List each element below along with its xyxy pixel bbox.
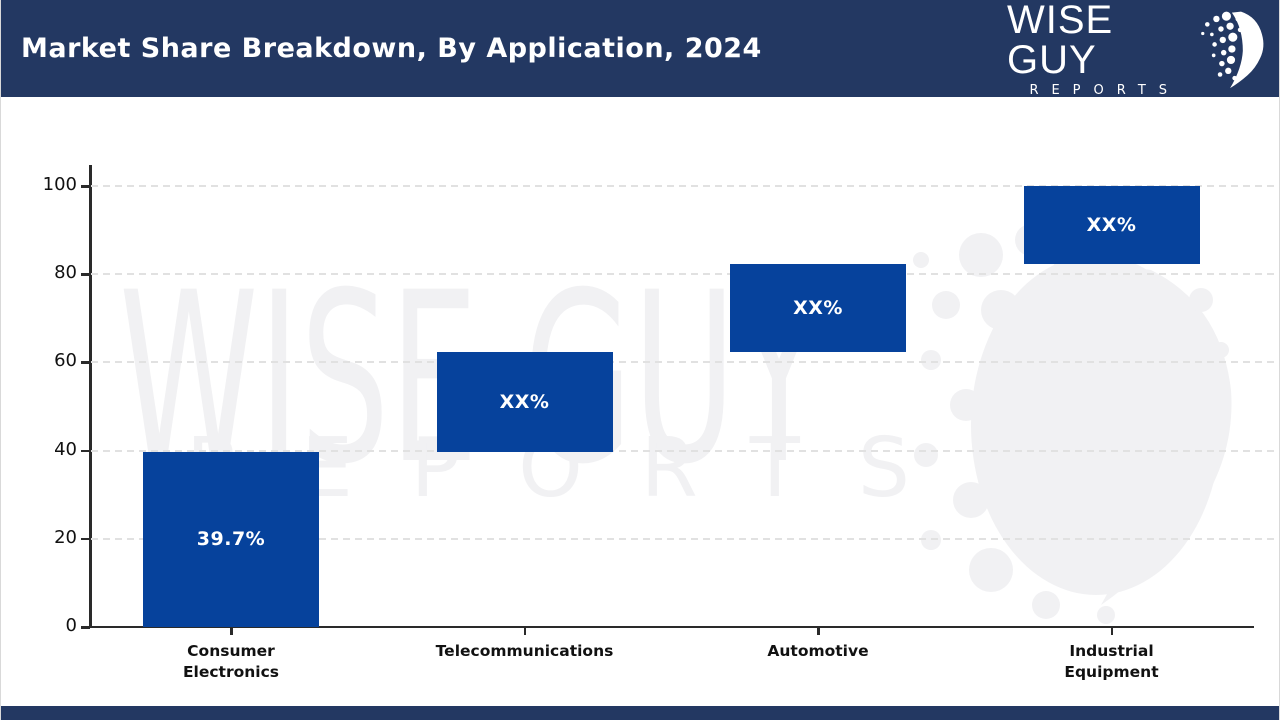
- y-tick-100: [81, 185, 90, 188]
- category-label-line: Equipment: [1064, 662, 1159, 681]
- gridline-100: [91, 185, 1276, 187]
- y-tick-label-60: 60: [54, 350, 77, 372]
- header-bar: Market Share Breakdown, By Application, …: [1, 0, 1279, 98]
- gridline-80: [91, 273, 1276, 276]
- bar-value-label-telecommunications: XX%: [499, 390, 550, 413]
- x-tick-automotive: [817, 628, 820, 635]
- footer-bar: [1, 706, 1279, 720]
- logo-subtitle-text: REPORTS: [1029, 83, 1181, 98]
- y-tick-label-40: 40: [54, 438, 77, 460]
- x-tick-telecommunications: [523, 628, 526, 635]
- logo-wordmark-text: WISE GUY: [1007, 0, 1114, 82]
- y-tick-20: [81, 537, 90, 541]
- wiseguy-face-icon: [1201, 11, 1264, 89]
- x-tick-industrial-equipment: [1110, 628, 1113, 635]
- y-axis-line: [89, 165, 92, 627]
- category-label-consumer-electronics: Consumer Electronics: [111, 641, 351, 683]
- bar-telecommunications: XX%: [436, 351, 613, 452]
- y-tick-label-100: 100: [42, 174, 77, 195]
- plot-area: 0 20 40 60 80 100 39.7% XX% XX% XX% Consumer Elec…: [1, 97, 1279, 706]
- bar-value-label-industrial-equipment: XX%: [1086, 214, 1137, 237]
- category-label-line: Telecommunications: [435, 642, 614, 660]
- y-tick-label-20: 20: [54, 526, 77, 548]
- category-label-automotive: Automotive: [698, 641, 938, 662]
- wiseguy-logo: WISE GUY REPORTS: [1007, 0, 1267, 98]
- category-label-telecommunications: Telecommunications: [405, 641, 645, 662]
- category-label-line: Industrial: [1069, 642, 1154, 660]
- bar-value-label-automotive: XX%: [793, 297, 843, 320]
- logo-wordmark: WISE GUY REPORTS: [1007, 0, 1196, 98]
- y-tick-80: [81, 273, 90, 276]
- x-tick-consumer-electronics: [230, 628, 233, 635]
- category-label-line: Consumer: [187, 642, 275, 660]
- y-tick-40: [81, 449, 90, 453]
- y-tick-label-80: 80: [54, 262, 77, 284]
- category-label-line: Electronics: [182, 662, 280, 681]
- bar-value-label-consumer-electronics: 39.7%: [196, 528, 266, 551]
- category-label-industrial-equipment: Industrial Equipment: [992, 641, 1232, 683]
- gridline-60: [91, 361, 1276, 364]
- gridline-40: [91, 449, 1276, 452]
- y-tick-label-0: 0: [65, 615, 77, 636]
- bar-consumer-electronics: 39.7%: [143, 451, 319, 627]
- gridline-20: [91, 537, 1276, 540]
- y-tick-60: [81, 361, 90, 364]
- bar-industrial-equipment: XX%: [1023, 186, 1200, 265]
- bar-automotive: XX%: [730, 264, 906, 352]
- x-axis-line: [89, 625, 1254, 628]
- y-tick-0: [81, 626, 90, 629]
- page-title: Market Share Breakdown, By Application, …: [21, 33, 762, 64]
- category-label-line: Automotive: [767, 642, 869, 660]
